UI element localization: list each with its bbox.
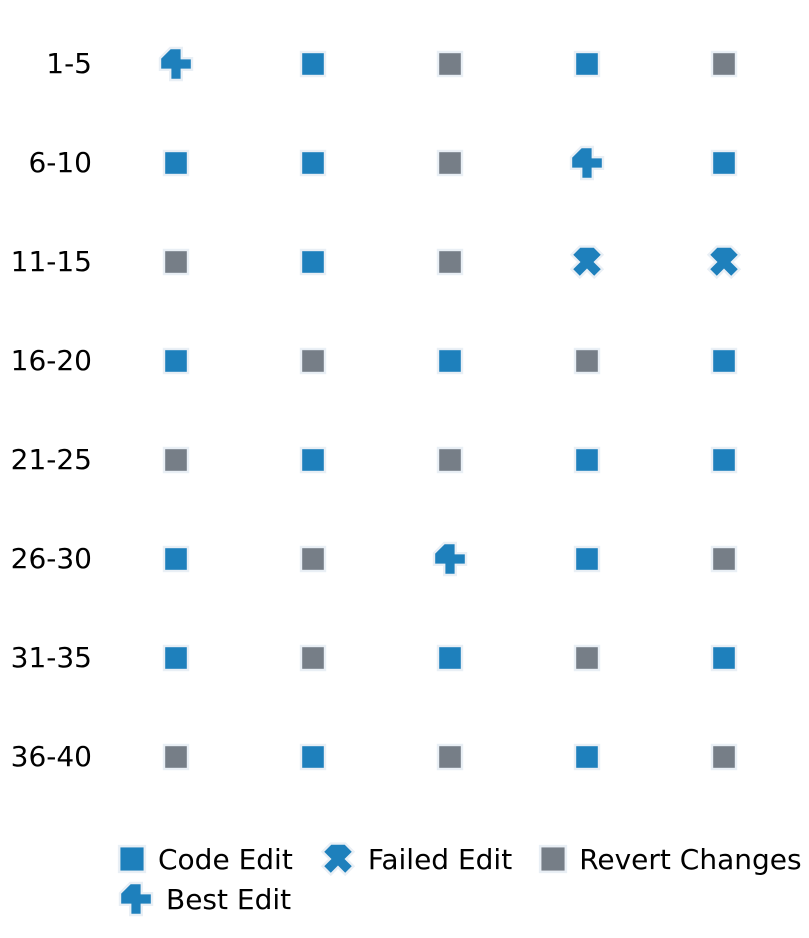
legend-item-best-edit: Best Edit xyxy=(117,880,291,918)
marker-code-edit xyxy=(436,644,464,672)
marker-code-edit xyxy=(573,545,601,573)
marker-code-edit xyxy=(436,347,464,375)
marker-revert-changes xyxy=(436,743,464,771)
marker-code-edit xyxy=(162,347,190,375)
marker-revert-changes xyxy=(162,743,190,771)
marker-code-edit xyxy=(710,347,738,375)
marker-code-edit xyxy=(710,149,738,177)
marker-code-edit xyxy=(299,743,327,771)
marker-failed-edit xyxy=(705,243,743,281)
marker-code-edit xyxy=(573,50,601,78)
marker-revert-changes xyxy=(436,149,464,177)
row-label: 16-20 xyxy=(10,344,92,377)
marker-revert-changes xyxy=(710,545,738,573)
marker-revert-changes xyxy=(162,248,190,276)
legend-item-failed-edit: Failed Edit xyxy=(319,840,512,878)
marker-code-edit xyxy=(573,446,601,474)
marker-code-edit xyxy=(162,149,190,177)
marker-failed-edit xyxy=(568,243,606,281)
marker-best-edit xyxy=(568,144,606,182)
row-label: 31-35 xyxy=(10,641,92,674)
marker-code-edit xyxy=(162,545,190,573)
marker-code-edit xyxy=(299,446,327,474)
marker-revert-changes xyxy=(299,545,327,573)
row-label: 6-10 xyxy=(28,146,92,179)
marker-code-edit xyxy=(299,50,327,78)
row-label: 36-40 xyxy=(10,740,92,773)
marker-revert-changes xyxy=(573,347,601,375)
marker-revert-changes xyxy=(299,644,327,672)
marker-revert-changes xyxy=(710,743,738,771)
best-edit-legend-marker-icon xyxy=(117,880,155,918)
marker-code-edit xyxy=(710,446,738,474)
row-label: 21-25 xyxy=(10,443,92,476)
legend-label: Code Edit xyxy=(158,842,293,876)
marker-revert-changes xyxy=(436,248,464,276)
marker-revert-changes xyxy=(710,50,738,78)
revert-changes-legend-marker-icon xyxy=(538,844,568,874)
marker-revert-changes xyxy=(299,347,327,375)
legend-line: Code Edit Failed Edit Revert Changes xyxy=(117,839,809,879)
marker-best-edit xyxy=(431,540,469,578)
code-edit-legend-marker-icon xyxy=(117,844,147,874)
marker-code-edit xyxy=(573,743,601,771)
marker-code-edit xyxy=(299,248,327,276)
marker-revert-changes xyxy=(162,446,190,474)
marker-code-edit xyxy=(710,644,738,672)
marker-code-edit xyxy=(162,644,190,672)
marker-best-edit xyxy=(157,45,195,83)
legend-item-revert-changes: Revert Changes xyxy=(538,842,802,876)
row-label: 11-15 xyxy=(10,245,92,278)
legend-label: Failed Edit xyxy=(367,842,513,876)
marker-revert-changes xyxy=(436,446,464,474)
row-label: 1-5 xyxy=(46,47,92,80)
row-label: 26-30 xyxy=(10,542,92,575)
marker-revert-changes xyxy=(436,50,464,78)
legend-line: Best Edit xyxy=(117,879,809,919)
chart-legend: Code Edit Failed Edit Revert Changes Best E… xyxy=(117,839,809,919)
marker-revert-changes xyxy=(573,644,601,672)
failed-edit-legend-marker-icon xyxy=(319,840,357,878)
legend-label: Best Edit xyxy=(166,882,292,916)
legend-label: Revert Changes xyxy=(579,842,802,876)
marker-code-edit xyxy=(299,149,327,177)
legend-item-code-edit: Code Edit xyxy=(117,843,293,876)
